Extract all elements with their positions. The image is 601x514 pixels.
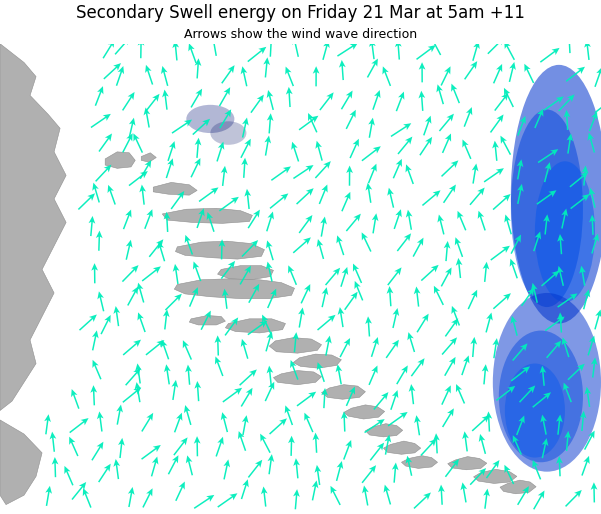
Polygon shape bbox=[105, 152, 135, 168]
Polygon shape bbox=[293, 354, 341, 368]
Polygon shape bbox=[153, 182, 197, 195]
Ellipse shape bbox=[186, 105, 234, 133]
Polygon shape bbox=[162, 208, 252, 224]
Polygon shape bbox=[269, 338, 322, 353]
Ellipse shape bbox=[499, 331, 583, 462]
Polygon shape bbox=[344, 405, 385, 419]
Polygon shape bbox=[273, 371, 322, 384]
Polygon shape bbox=[0, 420, 42, 505]
Polygon shape bbox=[189, 316, 225, 325]
Polygon shape bbox=[383, 441, 421, 454]
Text: Arrows show the wind wave direction: Arrows show the wind wave direction bbox=[184, 28, 417, 41]
Ellipse shape bbox=[511, 65, 601, 323]
Polygon shape bbox=[175, 241, 264, 259]
Polygon shape bbox=[218, 266, 273, 280]
Ellipse shape bbox=[493, 293, 601, 472]
Polygon shape bbox=[141, 153, 156, 162]
Polygon shape bbox=[0, 44, 66, 411]
Text: Secondary Swell energy on Friday 21 Mar at 5am +11: Secondary Swell energy on Friday 21 Mar … bbox=[76, 4, 525, 22]
Ellipse shape bbox=[210, 121, 246, 145]
Ellipse shape bbox=[535, 161, 595, 302]
Polygon shape bbox=[365, 424, 403, 437]
Polygon shape bbox=[474, 469, 517, 484]
Ellipse shape bbox=[505, 363, 565, 457]
Polygon shape bbox=[500, 480, 536, 494]
Ellipse shape bbox=[511, 109, 583, 307]
Polygon shape bbox=[401, 456, 438, 468]
Polygon shape bbox=[322, 384, 365, 399]
Polygon shape bbox=[448, 456, 487, 470]
Polygon shape bbox=[225, 319, 285, 333]
Polygon shape bbox=[174, 279, 294, 299]
